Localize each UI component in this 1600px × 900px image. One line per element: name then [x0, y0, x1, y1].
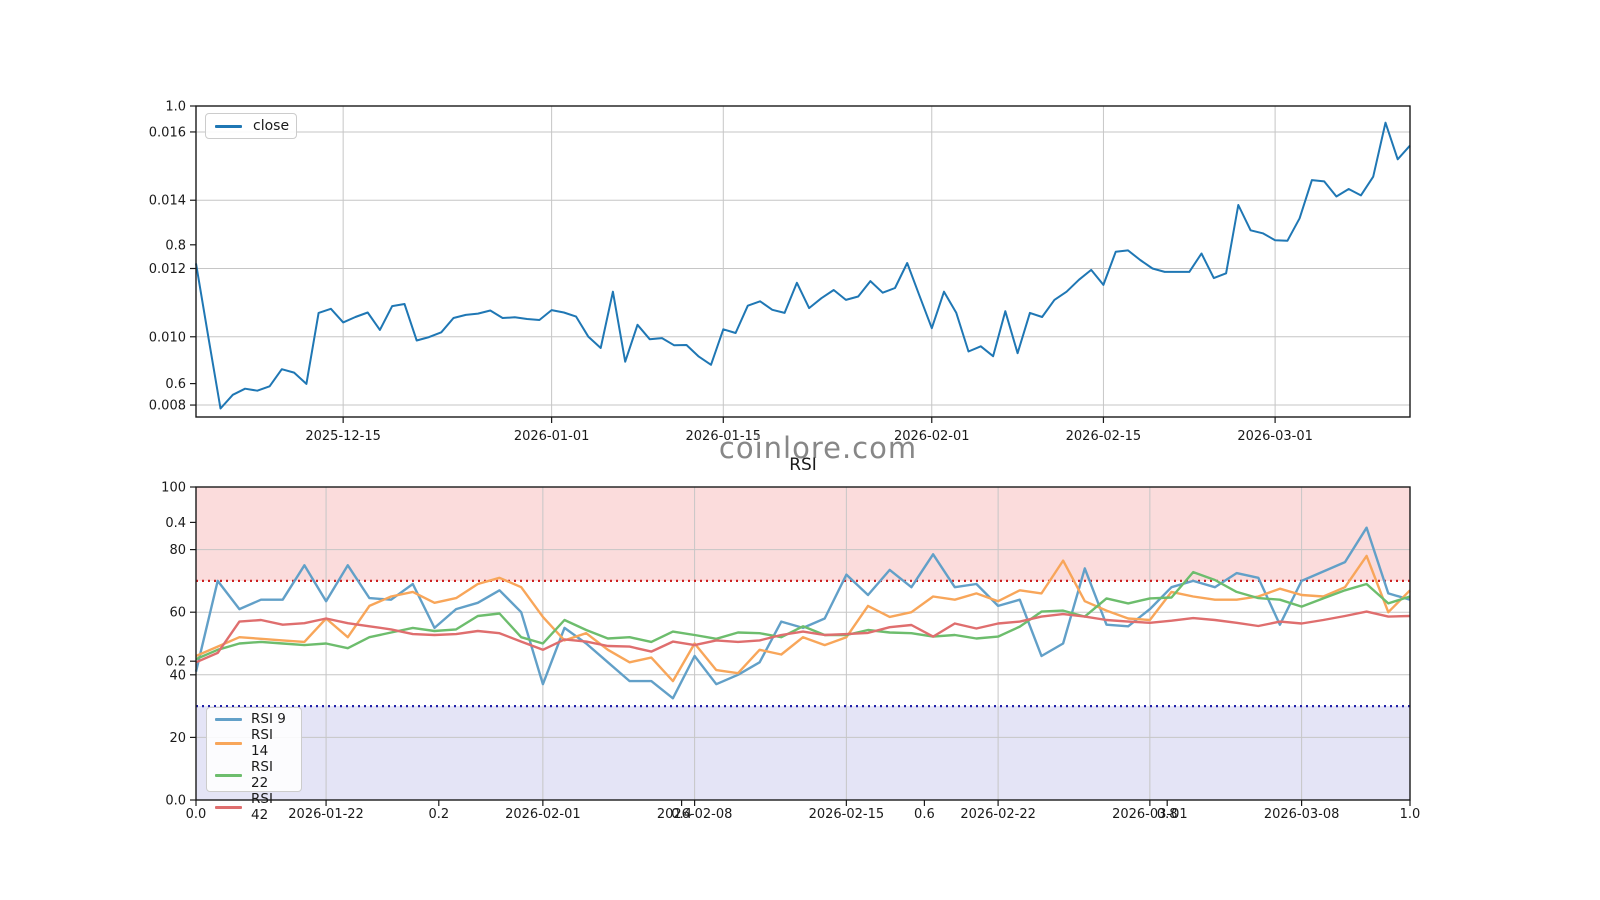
- svg-text:80: 80: [169, 543, 186, 558]
- legend-label-rsi42: RSI 42: [251, 791, 273, 823]
- legend-label-rsi22: RSI 22: [251, 759, 273, 791]
- legend-item-rsi14: RSI 14: [215, 727, 293, 759]
- svg-text:1.0: 1.0: [1400, 807, 1421, 822]
- svg-text:2026-01-15: 2026-01-15: [686, 429, 762, 444]
- svg-text:0.0: 0.0: [186, 807, 207, 822]
- legend-label-rsi14: RSI 14: [251, 727, 273, 759]
- svg-text:0.6: 0.6: [165, 377, 186, 392]
- rsi14-line-sample: [215, 741, 242, 745]
- svg-text:100: 100: [161, 481, 186, 496]
- svg-text:0.010: 0.010: [149, 330, 186, 345]
- svg-text:0.2: 0.2: [428, 807, 449, 822]
- rsi42-line-sample: [215, 805, 242, 809]
- svg-text:0.0: 0.0: [165, 794, 186, 809]
- svg-text:0.6: 0.6: [914, 807, 935, 822]
- rsi9-line-sample: [215, 717, 242, 721]
- svg-text:0.012: 0.012: [149, 262, 186, 277]
- svg-text:2026-03-01: 2026-03-01: [1112, 807, 1188, 822]
- svg-text:2026-01-22: 2026-01-22: [288, 807, 364, 822]
- svg-text:2026-02-01: 2026-02-01: [894, 429, 970, 444]
- svg-text:40: 40: [169, 668, 186, 683]
- svg-text:0.4: 0.4: [671, 807, 692, 822]
- rsi22-line-sample: [215, 773, 242, 777]
- close-line-sample: [215, 124, 242, 128]
- rsi-legend: RSI 9 RSI 14 RSI 22 RSI 42: [206, 707, 302, 823]
- legend-item-rsi9: RSI 9: [215, 711, 293, 727]
- svg-text:60: 60: [169, 606, 186, 621]
- legend-item-rsi22: RSI 22: [215, 759, 293, 791]
- rsi-axes: 20 40 60 80 100 2026-01-22 2026-02-01 2026-02-0…: [161, 481, 1411, 822]
- price-gridlines: [196, 106, 1410, 417]
- svg-text:2025-12-15: 2025-12-15: [305, 429, 381, 444]
- legend-item-rsi42: RSI 42: [215, 791, 293, 823]
- svg-text:0.8: 0.8: [1157, 807, 1178, 822]
- svg-text:0.008: 0.008: [149, 399, 186, 414]
- legend-label-close: close: [253, 118, 290, 134]
- svg-text:2026-01-01: 2026-01-01: [514, 429, 590, 444]
- svg-text:0.4: 0.4: [165, 516, 186, 531]
- price-series: [195, 121, 1411, 410]
- rsi-chart-title: RSI: [789, 455, 817, 475]
- svg-text:2026-02-08: 2026-02-08: [657, 807, 733, 822]
- figure-axis-labels: 1.0 0.8 0.6 0.4 0.2 0.00.0 0.2 0.4 0.6 0.8 1.0: [165, 100, 1420, 823]
- svg-text:1.0: 1.0: [165, 100, 186, 115]
- svg-text:20: 20: [169, 731, 186, 746]
- svg-text:2026-03-01: 2026-03-01: [1237, 429, 1313, 444]
- legend-label-rsi9: RSI 9: [251, 711, 286, 727]
- svg-text:2026-03-08: 2026-03-08: [1264, 807, 1340, 822]
- svg-text:2026-02-01: 2026-02-01: [505, 807, 581, 822]
- svg-text:0.2: 0.2: [165, 655, 186, 670]
- svg-text:0.016: 0.016: [149, 125, 186, 140]
- rsi-bands: [196, 487, 1410, 800]
- rsi-threshold-lines: [196, 579, 1410, 708]
- svg-text:2026-02-22: 2026-02-22: [960, 807, 1036, 822]
- rsi-series: [194, 526, 1411, 700]
- svg-text:0.8: 0.8: [165, 238, 186, 253]
- price-legend: close: [205, 113, 297, 139]
- price-axes: 0.008 0.010 0.012 0.014 0.016 2025-12-15 2026-…: [149, 105, 1411, 444]
- watermark: coinlore.com: [718, 431, 918, 465]
- svg-text:2026-02-15: 2026-02-15: [809, 807, 885, 822]
- svg-text:2026-02-15: 2026-02-15: [1066, 429, 1142, 444]
- svg-text:0.014: 0.014: [149, 194, 186, 209]
